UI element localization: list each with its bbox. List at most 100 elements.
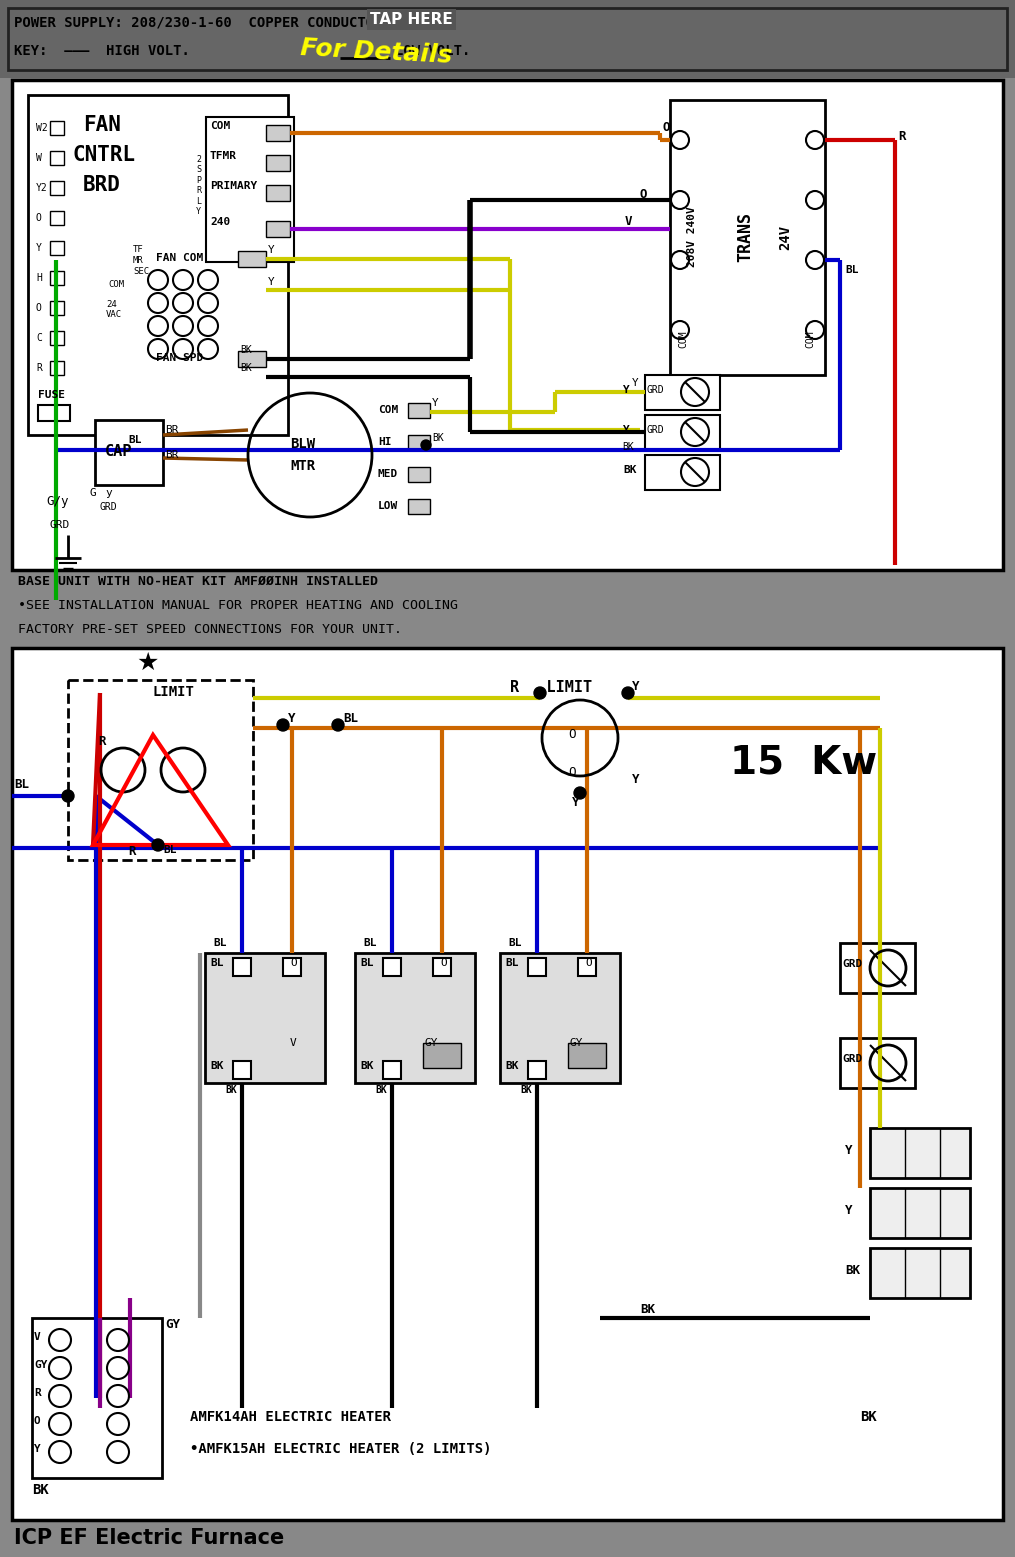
Text: GRD: GRD <box>647 425 665 434</box>
Text: COM: COM <box>805 330 815 347</box>
Bar <box>283 958 301 976</box>
Text: O: O <box>585 958 592 968</box>
Bar <box>578 958 596 976</box>
Bar <box>408 498 430 514</box>
Bar <box>50 241 64 255</box>
Text: V: V <box>33 1331 41 1342</box>
Bar <box>68 680 253 859</box>
Text: PRIMARY: PRIMARY <box>210 181 257 192</box>
Text: O: O <box>640 188 648 201</box>
Text: 15  Kw: 15 Kw <box>730 743 877 782</box>
Bar <box>266 185 290 201</box>
Text: Y: Y <box>268 277 275 286</box>
Bar <box>38 405 70 420</box>
Bar <box>528 1060 546 1079</box>
Bar <box>50 332 64 346</box>
Text: Y: Y <box>632 772 639 786</box>
Text: Y: Y <box>268 244 275 255</box>
Text: BRD: BRD <box>83 174 121 195</box>
Text: COM: COM <box>678 330 688 347</box>
Bar <box>433 958 451 976</box>
Text: BK: BK <box>640 1303 655 1316</box>
Text: GRD: GRD <box>842 1054 863 1063</box>
Text: GRD: GRD <box>842 959 863 968</box>
Text: R: R <box>898 129 905 143</box>
Text: Y: Y <box>36 243 42 252</box>
Bar <box>205 953 325 1084</box>
Text: R: R <box>128 845 135 858</box>
Bar <box>500 953 620 1084</box>
Text: BK: BK <box>622 442 633 452</box>
Circle shape <box>574 786 586 799</box>
Text: MED: MED <box>378 469 398 480</box>
Bar <box>50 151 64 165</box>
Text: POWER SUPPLY: 208/230-1-60  COPPER CONDUCTORS ONLY.: POWER SUPPLY: 208/230-1-60 COPPER CONDUC… <box>14 16 442 30</box>
Circle shape <box>332 719 344 730</box>
Text: 24: 24 <box>106 301 117 308</box>
Text: BK: BK <box>225 1085 236 1095</box>
Circle shape <box>421 441 431 450</box>
Text: GRD: GRD <box>647 385 665 395</box>
Bar <box>50 271 64 285</box>
Text: BL: BL <box>210 958 223 968</box>
Text: BK: BK <box>623 466 636 475</box>
Text: 24V: 24V <box>779 224 792 249</box>
Text: O: O <box>33 1415 41 1426</box>
Bar <box>408 403 430 417</box>
Bar <box>238 350 266 367</box>
Text: Y: Y <box>623 425 629 434</box>
Text: BK: BK <box>860 1411 877 1425</box>
Bar <box>12 648 1003 1520</box>
Text: BK: BK <box>505 1060 519 1071</box>
Text: O: O <box>439 958 447 968</box>
Text: BK: BK <box>375 1085 387 1095</box>
Bar <box>50 361 64 375</box>
Bar <box>645 416 720 450</box>
Text: Y: Y <box>572 796 580 810</box>
Text: FACTORY PRE-SET SPEED CONNECTIONS FOR YOUR UNIT.: FACTORY PRE-SET SPEED CONNECTIONS FOR YO… <box>18 623 402 635</box>
Bar <box>233 958 251 976</box>
Bar <box>8 8 1007 70</box>
Bar <box>266 156 290 171</box>
Bar <box>423 1043 461 1068</box>
Text: W: W <box>36 153 42 163</box>
Text: BK: BK <box>240 346 252 355</box>
Bar <box>12 79 1003 570</box>
Text: GY: GY <box>425 1039 438 1048</box>
Text: G: G <box>90 487 96 498</box>
Text: COM: COM <box>378 405 398 416</box>
Text: BL: BL <box>163 845 177 855</box>
Text: BK: BK <box>210 1060 223 1071</box>
Text: •AMFK15AH ELECTRIC HEATER (2 LIMITS): •AMFK15AH ELECTRIC HEATER (2 LIMITS) <box>190 1442 491 1456</box>
Text: MTR: MTR <box>290 459 315 473</box>
Circle shape <box>62 789 74 802</box>
Text: 208V 240V: 208V 240V <box>687 207 697 268</box>
Text: V: V <box>290 1039 296 1048</box>
Text: GY: GY <box>33 1359 48 1370</box>
Text: BK: BK <box>432 433 444 444</box>
Text: BL: BL <box>343 712 358 726</box>
Text: TRANS: TRANS <box>736 212 754 262</box>
Text: O: O <box>663 121 671 134</box>
Text: Y: Y <box>288 712 295 726</box>
Text: H: H <box>36 272 42 283</box>
Text: BASE UNIT WITH NO-HEAT KIT AMFØØINH INSTALLED: BASE UNIT WITH NO-HEAT KIT AMFØØINH INST… <box>18 575 378 589</box>
Circle shape <box>277 719 289 730</box>
Text: BL: BL <box>213 937 226 948</box>
Text: GRD: GRD <box>100 501 118 512</box>
Bar <box>233 1060 251 1079</box>
Text: FUSE: FUSE <box>38 389 65 400</box>
Text: R: R <box>33 1387 41 1398</box>
Text: BL: BL <box>505 958 519 968</box>
Text: GRD: GRD <box>50 520 70 529</box>
Text: BK: BK <box>360 1060 374 1071</box>
Text: VAC: VAC <box>106 310 122 319</box>
Bar <box>670 100 825 375</box>
Bar <box>28 95 288 434</box>
Text: BL: BL <box>14 778 29 791</box>
Text: FAN COM: FAN COM <box>156 252 203 263</box>
Text: y: y <box>105 487 112 498</box>
Text: BL: BL <box>360 958 374 968</box>
Text: TAP HERE: TAP HERE <box>370 12 453 26</box>
Text: MR: MR <box>133 255 144 265</box>
